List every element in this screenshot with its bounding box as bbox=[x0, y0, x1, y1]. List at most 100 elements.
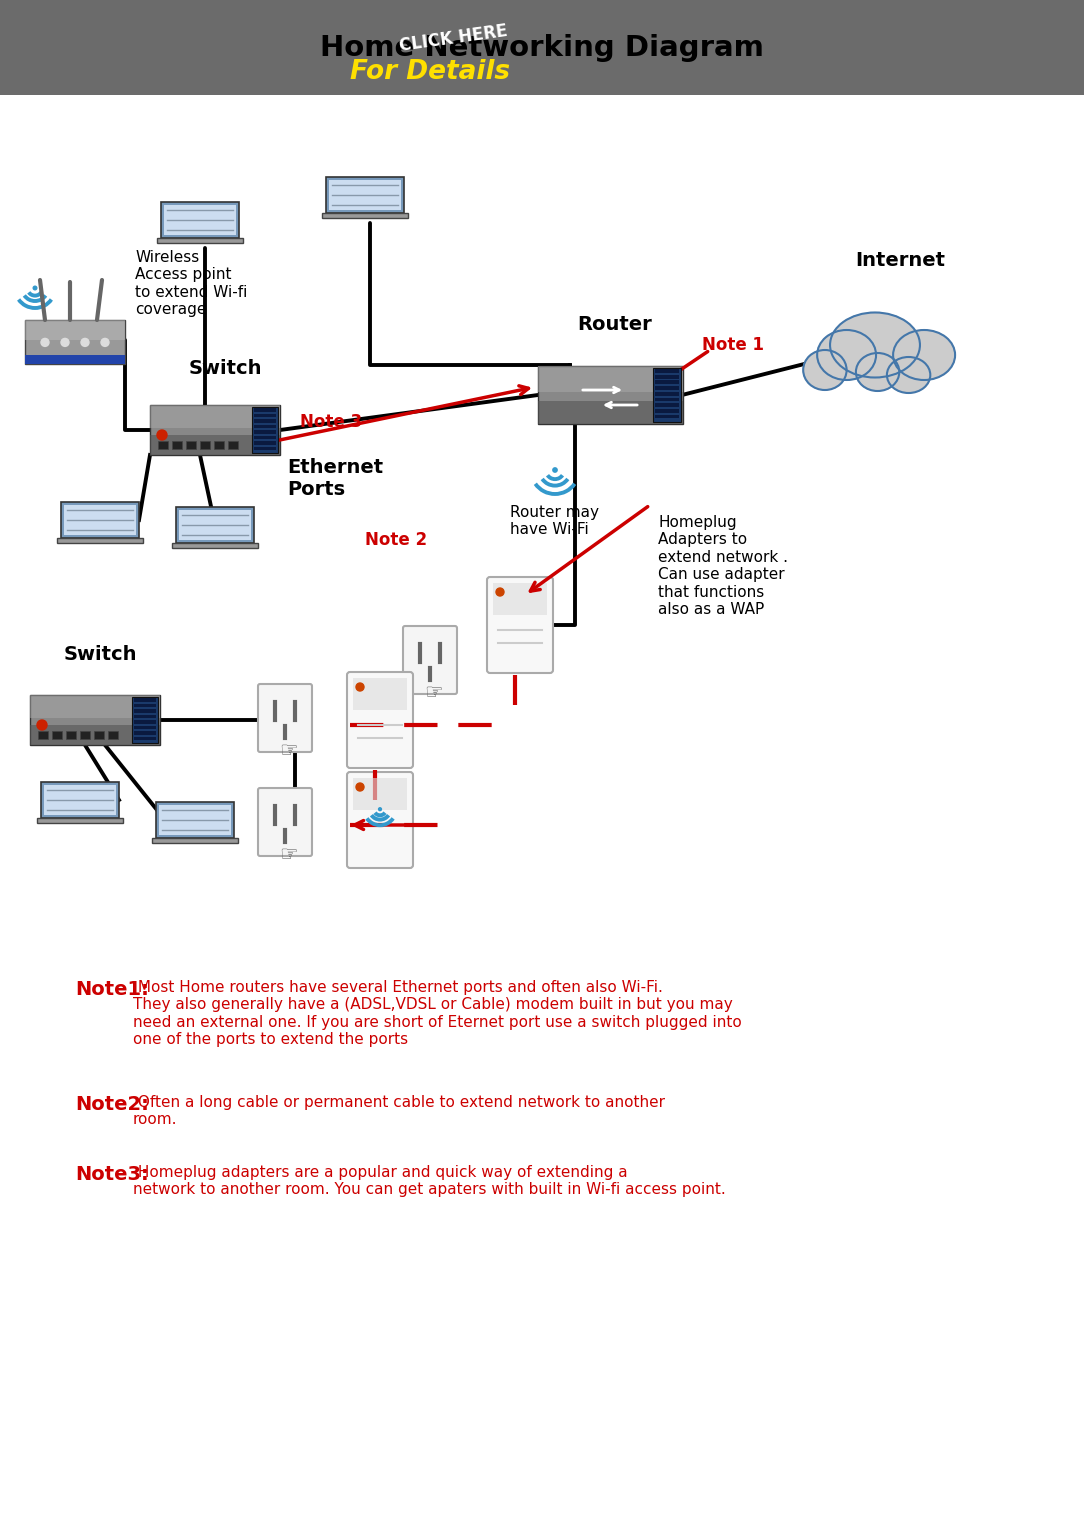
Text: Note1:: Note1: bbox=[75, 980, 149, 999]
FancyBboxPatch shape bbox=[186, 442, 196, 449]
FancyBboxPatch shape bbox=[52, 731, 62, 739]
Circle shape bbox=[34, 286, 37, 289]
FancyBboxPatch shape bbox=[25, 356, 125, 365]
Text: Note3:: Note3: bbox=[75, 1165, 149, 1183]
FancyBboxPatch shape bbox=[134, 699, 156, 702]
FancyBboxPatch shape bbox=[330, 180, 401, 211]
Ellipse shape bbox=[803, 349, 847, 389]
Text: Router: Router bbox=[578, 315, 653, 334]
FancyBboxPatch shape bbox=[162, 202, 238, 239]
Text: Note 1: Note 1 bbox=[702, 336, 764, 354]
Text: Router may
have Wi-Fi: Router may have Wi-Fi bbox=[509, 505, 599, 537]
FancyBboxPatch shape bbox=[158, 442, 168, 449]
FancyBboxPatch shape bbox=[152, 839, 238, 843]
FancyBboxPatch shape bbox=[37, 819, 122, 823]
Text: Most Home routers have several Ethernet ports and often also Wi-Fi.
They also ge: Most Home routers have several Ethernet … bbox=[133, 980, 741, 1047]
FancyBboxPatch shape bbox=[179, 511, 251, 540]
FancyBboxPatch shape bbox=[655, 414, 679, 419]
FancyBboxPatch shape bbox=[258, 683, 312, 753]
Text: For Details: For Details bbox=[350, 58, 511, 85]
Text: Home Networking Diagram: Home Networking Diagram bbox=[320, 34, 764, 62]
Text: Ethernet
Ports: Ethernet Ports bbox=[287, 459, 383, 499]
Circle shape bbox=[553, 468, 557, 472]
Text: Note2:: Note2: bbox=[75, 1096, 149, 1114]
FancyBboxPatch shape bbox=[655, 397, 679, 402]
Text: Switch: Switch bbox=[63, 645, 137, 665]
FancyBboxPatch shape bbox=[251, 406, 278, 452]
FancyBboxPatch shape bbox=[655, 409, 679, 412]
FancyBboxPatch shape bbox=[653, 368, 681, 422]
Circle shape bbox=[37, 720, 47, 729]
FancyBboxPatch shape bbox=[156, 802, 234, 839]
FancyBboxPatch shape bbox=[134, 725, 156, 729]
FancyBboxPatch shape bbox=[61, 502, 139, 539]
Ellipse shape bbox=[856, 352, 900, 391]
FancyBboxPatch shape bbox=[164, 205, 236, 235]
FancyBboxPatch shape bbox=[254, 425, 276, 428]
Circle shape bbox=[496, 588, 504, 596]
FancyBboxPatch shape bbox=[254, 446, 276, 449]
Text: Internet: Internet bbox=[855, 251, 945, 269]
FancyBboxPatch shape bbox=[108, 731, 118, 739]
FancyBboxPatch shape bbox=[30, 725, 160, 745]
FancyBboxPatch shape bbox=[254, 442, 276, 445]
FancyBboxPatch shape bbox=[134, 714, 156, 719]
FancyBboxPatch shape bbox=[159, 805, 231, 836]
FancyBboxPatch shape bbox=[353, 679, 406, 709]
Circle shape bbox=[356, 683, 364, 691]
Text: Note 3: Note 3 bbox=[300, 412, 362, 431]
Circle shape bbox=[157, 429, 167, 440]
FancyBboxPatch shape bbox=[403, 626, 457, 694]
FancyBboxPatch shape bbox=[347, 773, 413, 868]
Text: CLICK HERE: CLICK HERE bbox=[398, 22, 508, 54]
FancyBboxPatch shape bbox=[201, 442, 210, 449]
Text: ☞: ☞ bbox=[425, 683, 443, 703]
FancyBboxPatch shape bbox=[157, 239, 243, 243]
FancyBboxPatch shape bbox=[25, 320, 125, 340]
Ellipse shape bbox=[893, 329, 955, 380]
FancyBboxPatch shape bbox=[214, 442, 224, 449]
Text: Homeplug
Adapters to
extend network .
Can use adapter
that functions
also as a W: Homeplug Adapters to extend network . Ca… bbox=[658, 516, 788, 617]
FancyBboxPatch shape bbox=[150, 436, 280, 456]
FancyBboxPatch shape bbox=[176, 508, 254, 543]
Circle shape bbox=[61, 339, 69, 346]
FancyBboxPatch shape bbox=[353, 779, 406, 810]
FancyBboxPatch shape bbox=[80, 731, 90, 739]
FancyBboxPatch shape bbox=[57, 539, 143, 543]
FancyBboxPatch shape bbox=[254, 408, 276, 411]
FancyBboxPatch shape bbox=[538, 366, 683, 392]
FancyBboxPatch shape bbox=[30, 696, 160, 717]
FancyBboxPatch shape bbox=[150, 405, 280, 428]
Text: ☞: ☞ bbox=[280, 740, 298, 760]
FancyBboxPatch shape bbox=[655, 374, 679, 379]
FancyBboxPatch shape bbox=[254, 419, 276, 423]
FancyBboxPatch shape bbox=[134, 731, 156, 734]
Ellipse shape bbox=[887, 357, 930, 392]
FancyBboxPatch shape bbox=[25, 320, 125, 365]
Circle shape bbox=[41, 339, 49, 346]
FancyBboxPatch shape bbox=[655, 392, 679, 396]
FancyBboxPatch shape bbox=[254, 414, 276, 417]
FancyBboxPatch shape bbox=[322, 214, 408, 219]
Text: Often a long cable or permanent cable to extend network to another
room.: Often a long cable or permanent cable to… bbox=[133, 1096, 664, 1128]
FancyBboxPatch shape bbox=[0, 0, 1084, 95]
FancyBboxPatch shape bbox=[347, 673, 413, 768]
FancyBboxPatch shape bbox=[172, 543, 258, 548]
FancyBboxPatch shape bbox=[41, 782, 119, 819]
FancyBboxPatch shape bbox=[655, 369, 679, 372]
Circle shape bbox=[356, 783, 364, 791]
FancyBboxPatch shape bbox=[228, 442, 238, 449]
FancyBboxPatch shape bbox=[172, 442, 182, 449]
Text: Homeplug adapters are a popular and quick way of extending a
network to another : Homeplug adapters are a popular and quic… bbox=[133, 1165, 726, 1197]
FancyBboxPatch shape bbox=[493, 583, 547, 614]
Text: Wireless
Access point
to extend Wi-fi
coverage: Wireless Access point to extend Wi-fi co… bbox=[136, 249, 247, 317]
Text: Note 2: Note 2 bbox=[365, 531, 427, 549]
FancyBboxPatch shape bbox=[134, 737, 156, 740]
FancyBboxPatch shape bbox=[655, 380, 679, 385]
FancyBboxPatch shape bbox=[132, 697, 158, 743]
FancyBboxPatch shape bbox=[134, 703, 156, 706]
FancyBboxPatch shape bbox=[538, 366, 683, 425]
FancyBboxPatch shape bbox=[64, 505, 136, 536]
FancyBboxPatch shape bbox=[655, 386, 679, 389]
FancyBboxPatch shape bbox=[258, 788, 312, 856]
